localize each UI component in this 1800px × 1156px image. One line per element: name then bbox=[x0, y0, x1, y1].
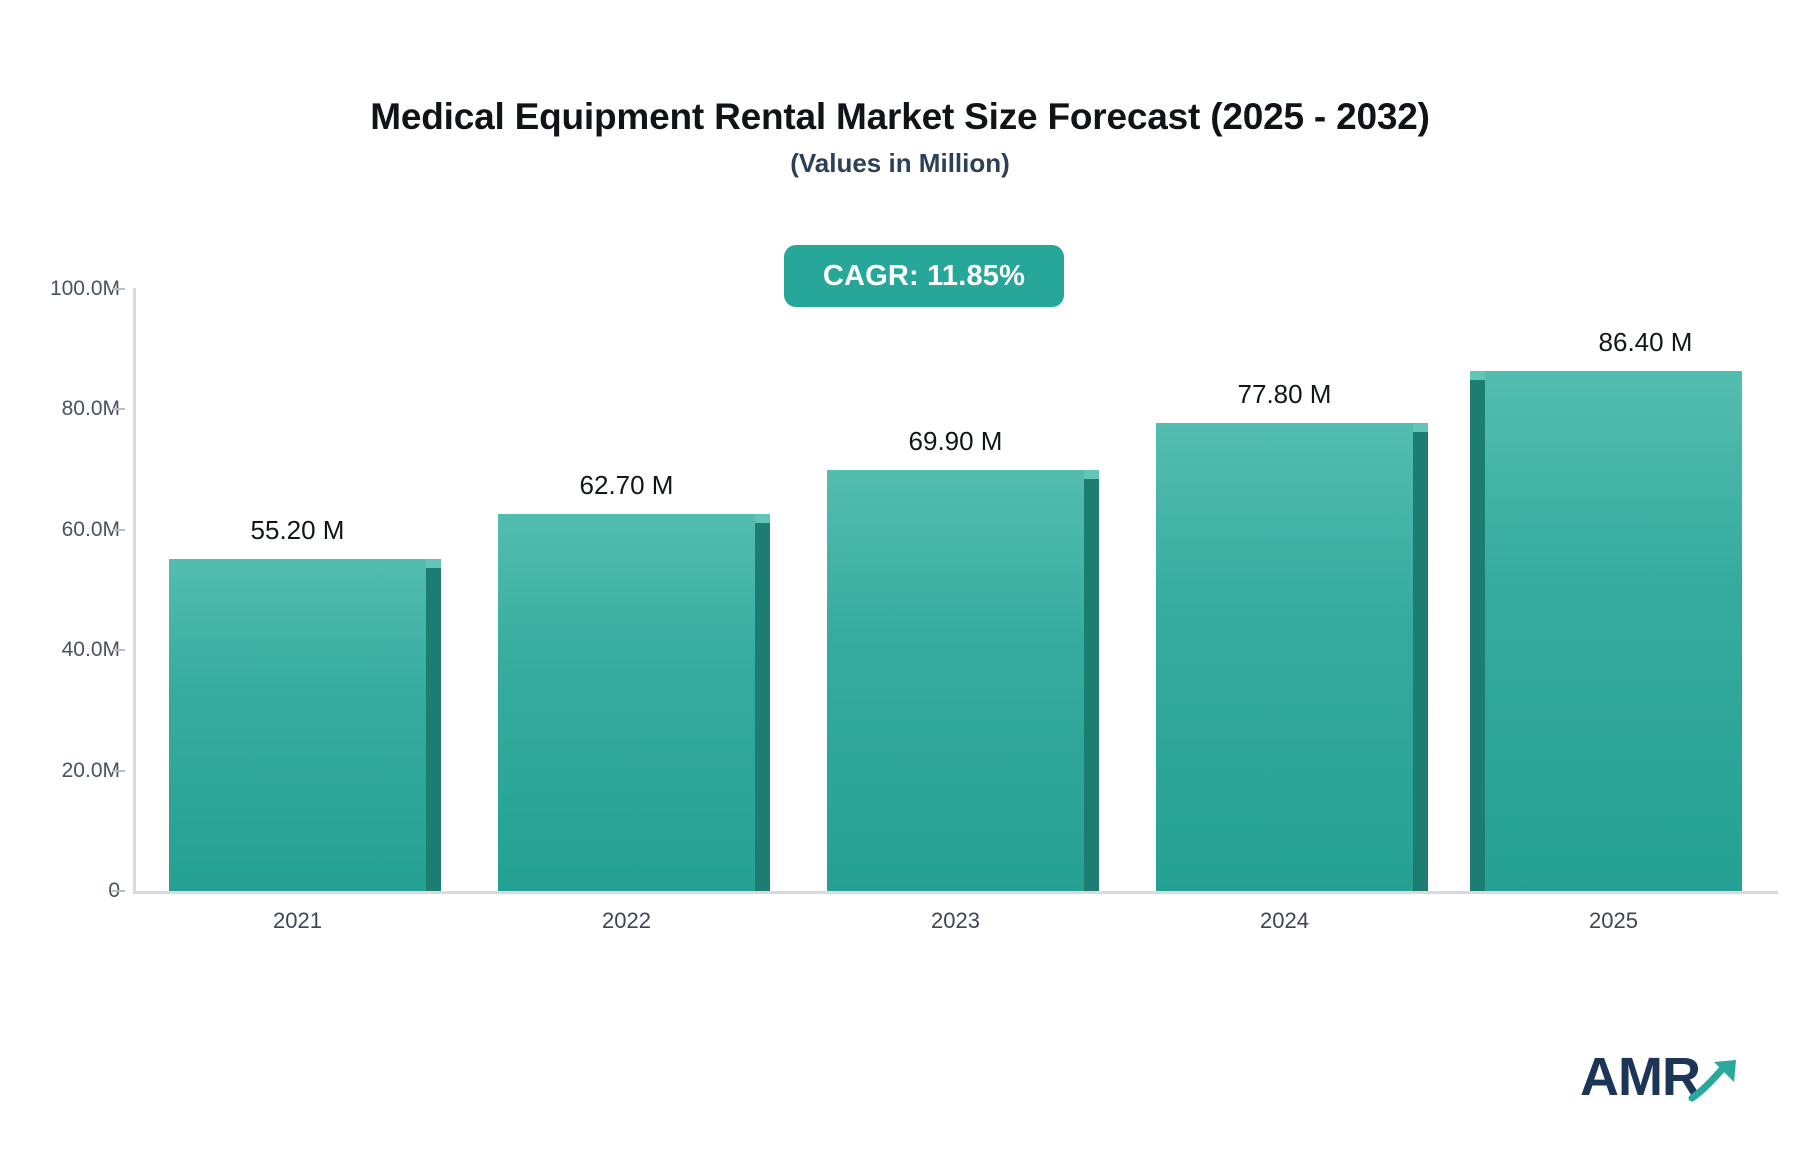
y-tick-mark bbox=[112, 408, 125, 411]
bar[interactable] bbox=[498, 513, 770, 891]
y-tick-label: 20.0M bbox=[61, 758, 120, 782]
bar[interactable] bbox=[1470, 370, 1742, 891]
amr-logo: AMR bbox=[1580, 1050, 1742, 1104]
cagr-badge: CAGR: 11.85% bbox=[784, 245, 1064, 307]
y-tick-mark bbox=[112, 890, 125, 892]
bar-front-face bbox=[169, 558, 426, 891]
x-axis-line bbox=[133, 891, 1778, 894]
bar-side-face bbox=[1470, 379, 1486, 891]
bar-value-label: 69.90 M bbox=[908, 426, 1003, 457]
bar-value-label: 77.80 M bbox=[1237, 378, 1332, 409]
page-title: Medical Equipment Rental Market Size For… bbox=[370, 96, 1430, 137]
x-tick-label: 2021 bbox=[273, 908, 322, 933]
bar-top-face bbox=[1412, 422, 1428, 432]
bar[interactable] bbox=[1156, 422, 1428, 891]
bar-side-face bbox=[1412, 431, 1428, 891]
bar-top-face bbox=[1470, 370, 1486, 380]
bar-value-label: 55.20 M bbox=[250, 514, 345, 545]
y-tick-label: 60.0M bbox=[61, 517, 120, 541]
y-tick-mark bbox=[112, 288, 125, 290]
x-tick-label: 2022 bbox=[602, 908, 651, 933]
chart-subtitle: (Values in Million) bbox=[790, 148, 1010, 178]
bar[interactable] bbox=[169, 558, 441, 891]
bar-value-label: 62.70 M bbox=[579, 469, 674, 500]
y-tick-label: 80.0M bbox=[61, 397, 120, 421]
growth-arrow-icon bbox=[1688, 1056, 1742, 1102]
y-tick-mark bbox=[112, 649, 125, 652]
bar-front-face bbox=[1485, 370, 1742, 891]
x-tick-label: 2024 bbox=[1260, 908, 1309, 933]
amr-logo-text: AMR bbox=[1580, 1047, 1701, 1107]
bar-front-face bbox=[1156, 422, 1413, 891]
y-axis-line bbox=[133, 288, 136, 893]
bar[interactable] bbox=[827, 470, 1099, 891]
bar-side-face bbox=[1083, 479, 1099, 891]
x-tick-label: 2025 bbox=[1589, 908, 1638, 933]
bar-top-face bbox=[425, 558, 441, 568]
y-tick-mark bbox=[112, 528, 125, 531]
y-tick-mark bbox=[112, 769, 125, 772]
bar-front-face bbox=[827, 470, 1084, 891]
bar-top-face bbox=[754, 513, 770, 523]
bar-value-label: 86.40 M bbox=[1598, 326, 1693, 357]
y-tick-label: 40.0M bbox=[61, 638, 120, 662]
bar-side-face bbox=[754, 522, 770, 891]
y-tick-label: 0 bbox=[0, 879, 120, 903]
bar-top-face bbox=[1083, 470, 1099, 480]
bar-side-face bbox=[425, 567, 441, 891]
x-tick-label: 2023 bbox=[931, 908, 980, 933]
y-tick-label: 100.0M bbox=[49, 277, 120, 300]
bar-front-face bbox=[498, 513, 755, 891]
